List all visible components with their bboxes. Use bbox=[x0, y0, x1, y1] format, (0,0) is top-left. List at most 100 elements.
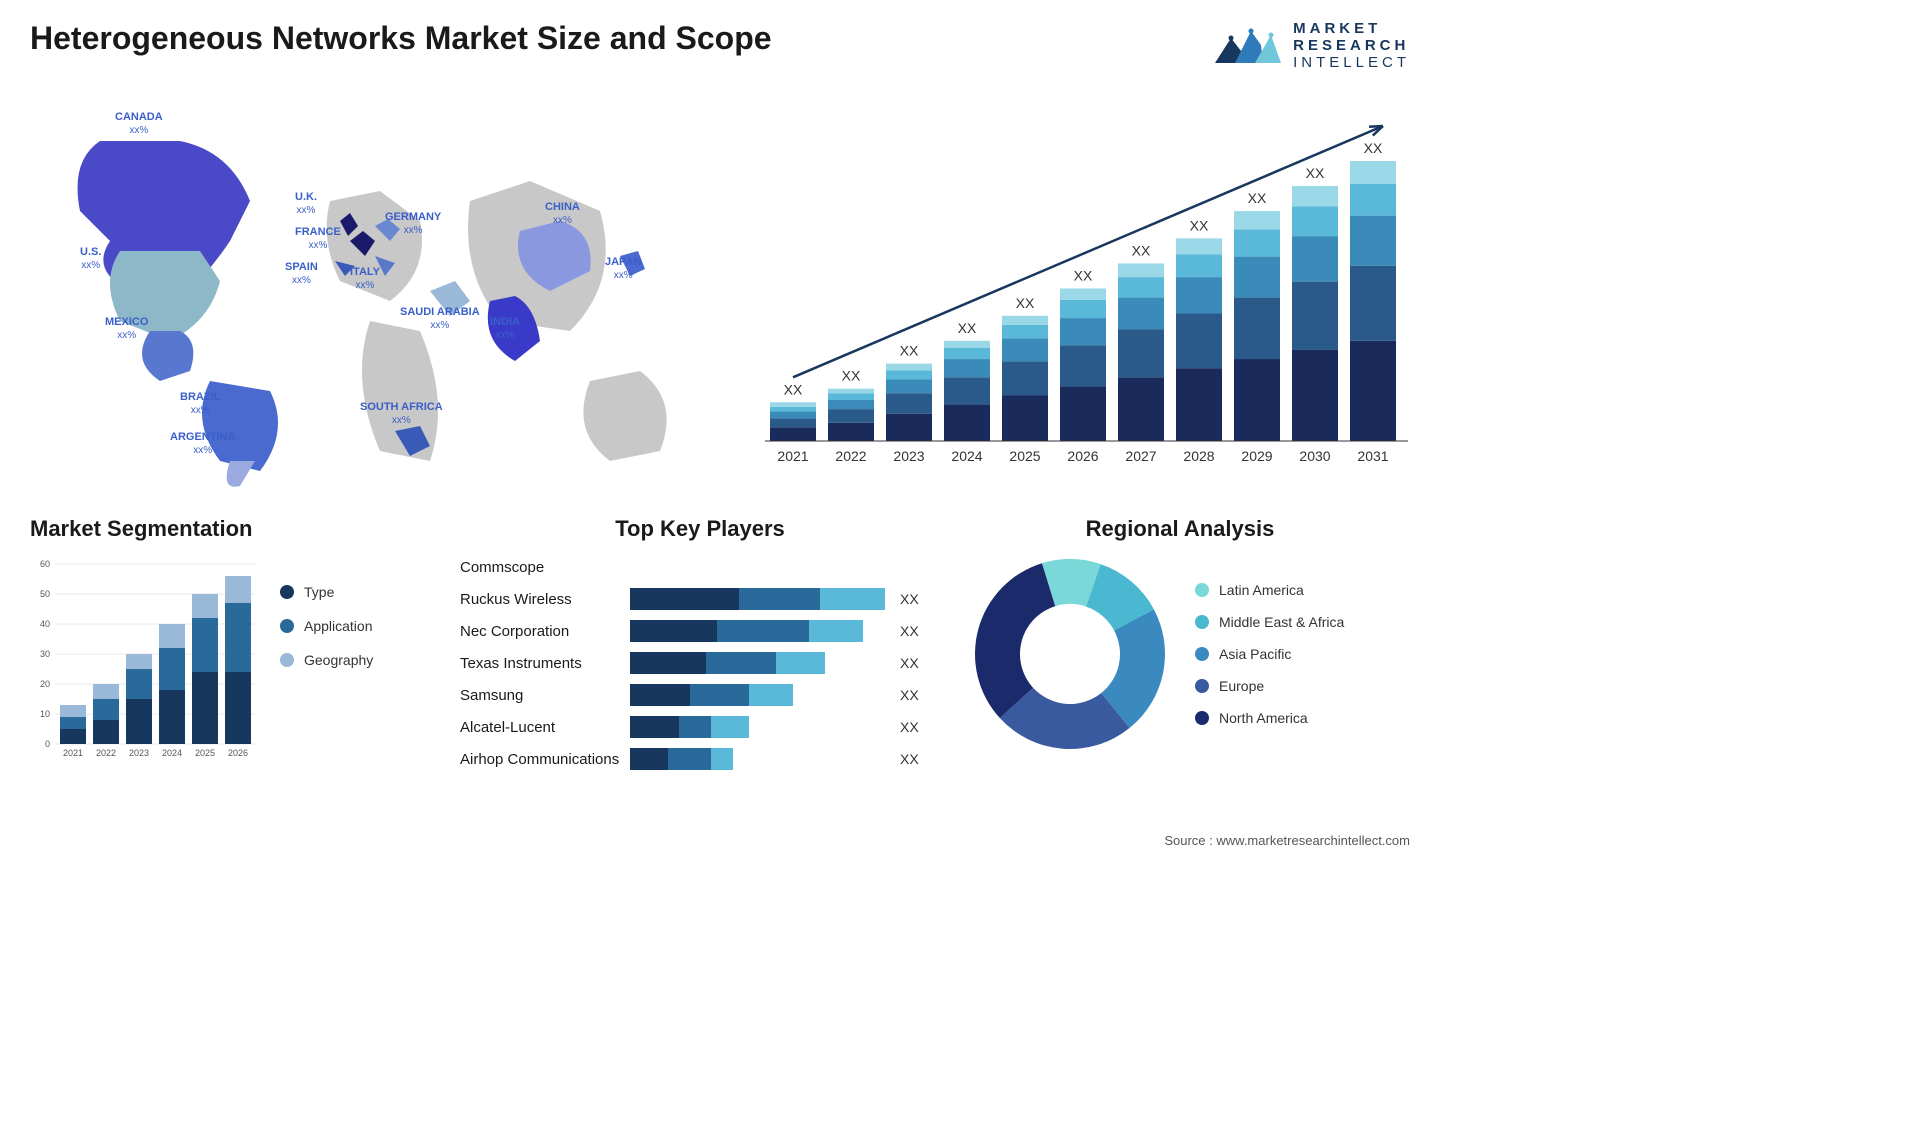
seg-bar-segment bbox=[93, 720, 119, 744]
legend-dot-icon bbox=[280, 619, 294, 633]
bar-segment bbox=[1118, 298, 1164, 330]
bar-segment bbox=[1292, 186, 1338, 206]
bar-segment bbox=[944, 341, 990, 348]
regional-section: Regional Analysis Latin AmericaMiddle Ea… bbox=[970, 516, 1390, 778]
player-bar-segment bbox=[630, 620, 717, 642]
regional-legend-item: North America bbox=[1195, 710, 1344, 726]
bar-segment bbox=[1118, 377, 1164, 441]
map-label-argentina: ARGENTINAxx% bbox=[170, 431, 235, 457]
regional-legend: Latin America Middle East & Africa Asia Pa… bbox=[1195, 582, 1344, 726]
bar-segment bbox=[886, 393, 932, 413]
bar-segment bbox=[770, 427, 816, 441]
logo-text-top: MARKET bbox=[1293, 20, 1410, 37]
bar-segment bbox=[1118, 263, 1164, 277]
legend-label: Application bbox=[304, 618, 373, 634]
seg-bar-segment bbox=[60, 705, 86, 717]
map-label-canada: CANADAxx% bbox=[115, 111, 163, 137]
svg-text:2026: 2026 bbox=[228, 748, 248, 758]
bar-segment bbox=[1176, 277, 1222, 313]
legend-label: North America bbox=[1219, 710, 1308, 726]
map-label-spain: SPAINxx% bbox=[285, 261, 318, 287]
bar-year-label: 2023 bbox=[893, 448, 924, 464]
map-label-japan: JAPANxx% bbox=[605, 256, 641, 282]
player-bar-segment bbox=[668, 748, 711, 770]
player-bar-segment bbox=[711, 716, 749, 738]
bar-segment bbox=[1292, 236, 1338, 282]
bar-segment bbox=[1060, 318, 1106, 345]
bar-value-label: XX bbox=[1190, 217, 1209, 233]
bar-value-label: XX bbox=[900, 343, 919, 359]
bar-segment bbox=[1060, 300, 1106, 318]
growth-bar-chart: XX2021XX2022XX2023XX2024XX2025XX2026XX20… bbox=[750, 91, 1410, 491]
player-bar-segment bbox=[630, 716, 679, 738]
bar-segment bbox=[828, 423, 874, 441]
regional-legend-item: Europe bbox=[1195, 678, 1344, 694]
bar-segment bbox=[1292, 350, 1338, 441]
bar-segment bbox=[1002, 361, 1048, 395]
bar-year-label: 2031 bbox=[1357, 448, 1388, 464]
seg-bar-segment bbox=[225, 576, 251, 603]
keyplayers-title: Top Key Players bbox=[460, 516, 940, 542]
page-title: Heterogeneous Networks Market Size and S… bbox=[30, 20, 772, 57]
seg-bar-segment bbox=[159, 690, 185, 744]
donut-chart bbox=[970, 554, 1170, 754]
player-row: SamsungXX bbox=[460, 682, 940, 708]
bar-segment bbox=[1350, 216, 1396, 266]
bar-value-label: XX bbox=[1132, 242, 1151, 258]
bar-segment bbox=[1292, 282, 1338, 350]
segmentation-legend: TypeApplicationGeography bbox=[280, 554, 373, 764]
regional-legend-item: Asia Pacific bbox=[1195, 646, 1344, 662]
legend-dot-icon bbox=[1195, 679, 1209, 693]
bar-year-label: 2025 bbox=[1009, 448, 1040, 464]
bar-segment bbox=[1060, 288, 1106, 299]
bar-value-label: XX bbox=[1074, 267, 1093, 283]
seg-bar-segment bbox=[60, 729, 86, 744]
player-name: Commscope bbox=[460, 559, 630, 576]
legend-label: Europe bbox=[1219, 678, 1264, 694]
bar-segment bbox=[828, 393, 874, 400]
seg-bar-segment bbox=[159, 624, 185, 648]
regional-legend-item: Middle East & Africa bbox=[1195, 614, 1344, 630]
svg-text:2022: 2022 bbox=[96, 748, 116, 758]
seg-bar-segment bbox=[192, 672, 218, 744]
map-label-china: CHINAxx% bbox=[545, 201, 580, 227]
legend-dot-icon bbox=[1195, 647, 1209, 661]
bar-year-label: 2027 bbox=[1125, 448, 1156, 464]
map-label-italy: ITALYxx% bbox=[350, 266, 380, 292]
keyplayers-list: CommscopeRuckus WirelessXXNec Corporatio… bbox=[460, 554, 940, 772]
bar-segment bbox=[1176, 238, 1222, 254]
map-label-brazil: BRAZILxx% bbox=[180, 391, 220, 417]
bar-value-label: XX bbox=[1306, 165, 1325, 181]
bar-segment bbox=[1176, 254, 1222, 277]
bar-segment bbox=[1350, 266, 1396, 341]
bar-segment bbox=[770, 407, 816, 412]
player-bar-segment bbox=[630, 652, 706, 674]
player-row: Commscope bbox=[460, 554, 940, 580]
seg-bar-segment bbox=[225, 672, 251, 744]
bar-value-label: XX bbox=[958, 320, 977, 336]
map-label-france: FRANCExx% bbox=[295, 226, 341, 252]
map-label-india: INDIAxx% bbox=[490, 316, 520, 342]
legend-label: Middle East & Africa bbox=[1219, 614, 1344, 630]
bar-segment bbox=[1234, 229, 1280, 256]
bar-segment bbox=[886, 414, 932, 441]
player-value: XX bbox=[900, 751, 919, 767]
player-bar bbox=[630, 716, 890, 738]
player-bar-segment bbox=[706, 652, 777, 674]
legend-dot-icon bbox=[280, 585, 294, 599]
bar-segment bbox=[944, 359, 990, 377]
segmentation-title: Market Segmentation bbox=[30, 516, 430, 542]
bar-segment bbox=[1234, 359, 1280, 441]
map-label-southafrica: SOUTH AFRICAxx% bbox=[360, 401, 443, 427]
seg-legend-item: Application bbox=[280, 618, 373, 634]
donut-slice bbox=[975, 563, 1055, 718]
bar-segment bbox=[770, 411, 816, 418]
svg-text:2025: 2025 bbox=[195, 748, 215, 758]
player-row: Airhop CommunicationsXX bbox=[460, 746, 940, 772]
bar-segment bbox=[1292, 207, 1338, 237]
source-attribution: Source : www.marketresearchintellect.com bbox=[1164, 833, 1410, 848]
player-bar-segment bbox=[776, 652, 825, 674]
seg-bar-segment bbox=[93, 684, 119, 699]
regional-legend-item: Latin America bbox=[1195, 582, 1344, 598]
legend-dot-icon bbox=[1195, 583, 1209, 597]
